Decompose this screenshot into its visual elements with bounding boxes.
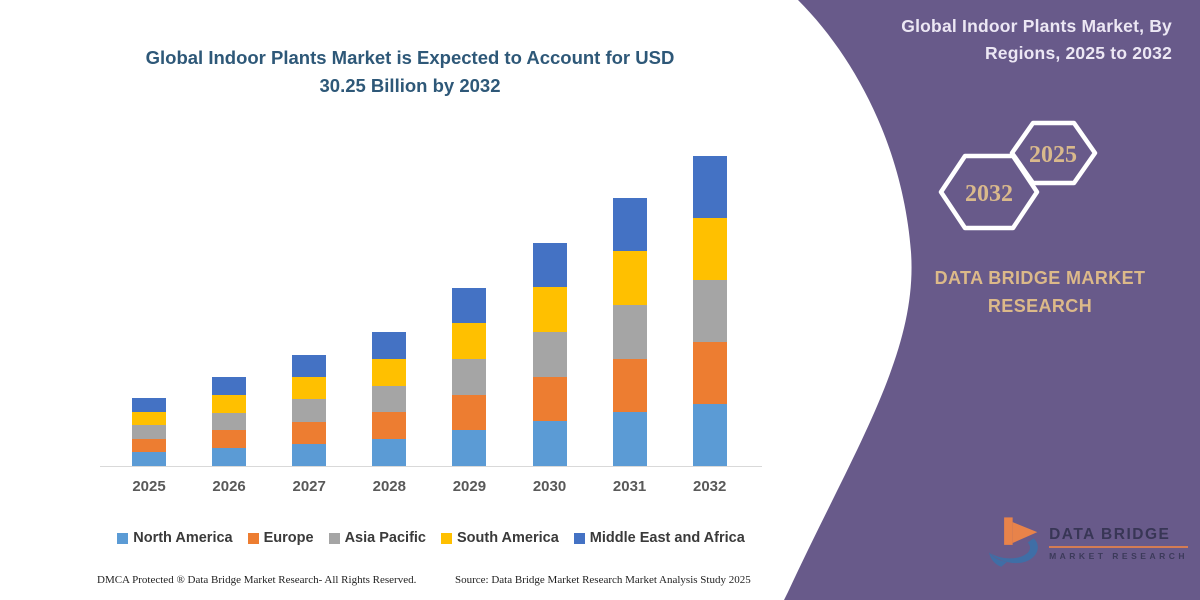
bar-segment-asia-pacific: [212, 412, 247, 431]
legend-label: South America: [457, 530, 559, 546]
bar-segment-north-america: [132, 452, 166, 466]
bar-segment-south-america: [612, 251, 647, 305]
bar-segment-north-america: [612, 412, 647, 466]
chart-title-line2: 30.25 Billion by 2032: [319, 74, 501, 96]
bar-segment-south-america: [212, 394, 247, 413]
bar-segment-europe: [612, 358, 647, 413]
legend-label: Middle East and Africa: [589, 530, 745, 546]
legend-item-middle-east-and-africa: Middle East and Africa: [573, 530, 745, 546]
legend-chip-icon: [247, 532, 259, 544]
x-axis-label-2032: 2032: [693, 478, 727, 495]
brand-line2: RESEARCH: [987, 295, 1093, 316]
bar-segment-europe: [532, 376, 567, 422]
brand-text: DATA BRIDGE MARKET RESEARCH: [905, 265, 1175, 321]
x-axis-label-2029: 2029: [452, 478, 487, 495]
chart-title-line1: Global Indoor Plants Market is Expected …: [145, 47, 675, 68]
footer-dmca: DMCA Protected ® Data Bridge Market Rese…: [97, 574, 417, 586]
purple-panel-shape: [784, 0, 1200, 600]
brand-line1: DATA BRIDGE MARKET: [934, 268, 1146, 288]
x-axis-label-2028: 2028: [372, 478, 406, 495]
legend-chip-icon: [328, 532, 340, 544]
bar-segment-south-america: [452, 323, 487, 359]
logo-line1: DATA BRIDGE: [1049, 526, 1171, 543]
bar-segment-europe: [452, 394, 487, 431]
legend: North America Europe Asia Pacific South Ame…: [100, 530, 762, 546]
bar-segment-south-america: [372, 358, 407, 386]
bar-segment-middle-east-and-africa: [292, 355, 327, 378]
legend-chip-icon: [441, 532, 452, 544]
panel-title: Global Indoor Plants Market, By Regions,…: [901, 16, 1172, 64]
hexagon-2032: [938, 153, 1040, 231]
bar-stack-2031: [612, 197, 647, 466]
bar-stack-2026: [212, 377, 247, 466]
legend-chip-icon: [117, 532, 129, 544]
x-axis-label-2027: 2027: [292, 478, 326, 495]
bar-segment-middle-east-and-africa: [612, 197, 647, 252]
databridge-logo-text: DATA BRIDGE MARKET RESEARCH: [1049, 526, 1188, 561]
bar-segment-south-america: [132, 411, 166, 426]
bar-segment-south-america: [532, 287, 567, 332]
chart-title: Global Indoor Plants Market is Expected …: [110, 44, 710, 100]
bar-segment-asia-pacific: [292, 399, 327, 422]
bar-segment-north-america: [292, 443, 327, 466]
logo-line2: MARKET RESEARCH: [1049, 551, 1188, 561]
bar-stack-2028: [372, 332, 407, 466]
legend-label: Europe: [263, 530, 314, 546]
legend-item-south-america: South America: [441, 530, 559, 546]
bar-segment-europe: [372, 412, 407, 440]
bar-segment-asia-pacific: [452, 358, 487, 395]
databridge-logo: DATA BRIDGE MARKET RESEARCH: [988, 512, 1188, 574]
bar-segment-middle-east-and-africa: [212, 377, 247, 395]
bar-segment-europe: [292, 421, 327, 444]
bar-segment-europe: [212, 430, 247, 449]
bar-segment-asia-pacific: [612, 304, 647, 359]
hexagon-2032-label: 2032: [965, 181, 1013, 207]
x-axis-label-2025: 2025: [132, 478, 166, 495]
legend-chip-icon: [573, 532, 585, 544]
bar-segment-asia-pacific: [372, 385, 407, 413]
bar-segment-middle-east-and-africa: [692, 156, 727, 218]
bar-stack-2030: [532, 242, 567, 466]
bar-segment-middle-east-and-africa: [532, 242, 567, 288]
bar-segment-middle-east-and-africa: [372, 332, 407, 359]
databridge-logo-icon: [988, 517, 1038, 567]
bar-segment-asia-pacific: [532, 331, 567, 377]
bar-segment-south-america: [692, 218, 727, 280]
legend-label: North America: [133, 530, 233, 546]
bar-segment-north-america: [212, 448, 247, 466]
hexagon-2025: [1009, 120, 1098, 186]
x-axis-label-2030: 2030: [532, 478, 567, 495]
bar-segment-asia-pacific: [132, 425, 166, 439]
bar-stack-2027: [292, 355, 327, 466]
x-axis-label-2031: 2031: [612, 478, 647, 495]
bar-segment-asia-pacific: [692, 280, 727, 342]
bar-segment-europe: [132, 438, 166, 453]
x-axis-line: [100, 466, 762, 467]
bar-segment-middle-east-and-africa: [452, 287, 487, 324]
legend-label: Asia Pacific: [344, 530, 426, 546]
bar-segment-north-america: [692, 404, 727, 466]
bar-segment-north-america: [532, 421, 567, 466]
legend-item-north-america: North America: [117, 530, 233, 546]
bar-segment-south-america: [292, 377, 327, 400]
bar-segment-north-america: [452, 430, 487, 466]
legend-item-europe: Europe: [247, 530, 314, 546]
x-axis-label-2026: 2026: [212, 478, 246, 495]
bar-stack-2029: [452, 287, 487, 466]
legend-item-asia-pacific: Asia Pacific: [328, 530, 426, 546]
bar-stack-2032: [692, 156, 727, 466]
bar-segment-europe: [692, 342, 727, 404]
bar-stack-2025: [132, 398, 166, 466]
hexagon-2025-label: 2025: [1029, 142, 1077, 168]
footer-source: Source: Data Bridge Market Research Mark…: [455, 574, 751, 586]
bar-segment-middle-east-and-africa: [132, 398, 166, 412]
logo-rule: [1049, 546, 1188, 548]
bar-segment-north-america: [372, 439, 407, 466]
